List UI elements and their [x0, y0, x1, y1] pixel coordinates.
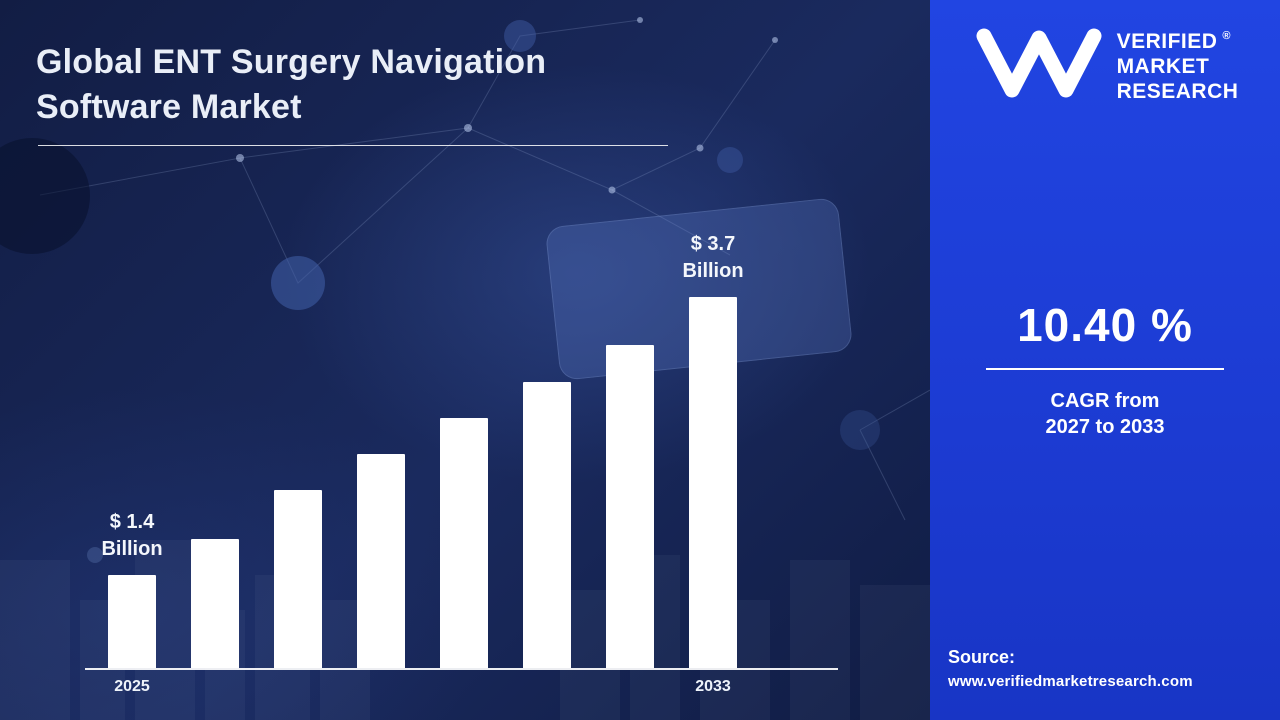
bar-chart: 2025 2033 $ 1.4 Billion $ 3.7 Billion	[85, 168, 838, 695]
chart-bar	[523, 382, 571, 668]
page-title: Global ENT Surgery Navigation Software M…	[36, 43, 547, 126]
chart-bar	[108, 575, 156, 668]
brand-line-2: MARKET	[1116, 54, 1210, 78]
source-label: Source:	[948, 647, 1016, 667]
cagr-stats: 10.40 % CAGR from 2027 to 2033	[930, 298, 1280, 440]
vmr-logo-icon	[976, 28, 1102, 98]
x-tick-label: 2033	[695, 678, 731, 695]
brand-name: VERIFIED ® MARKET RESEARCH	[1117, 26, 1239, 104]
chart-bar	[357, 454, 405, 668]
brand-panel: VERIFIED ® MARKET RESEARCH 10.40 % CAGR f…	[930, 0, 1280, 720]
bar-value-annotation: $ 3.7 Billion	[682, 233, 744, 282]
chart-bar	[689, 297, 737, 668]
cagr-caption-line1: CAGR from	[1050, 390, 1160, 412]
cagr-caption-line2: 2027 to 2033	[1045, 416, 1165, 438]
chart-bar	[440, 418, 488, 668]
source-url[interactable]: www.verifiedmarketresearch.com	[948, 673, 1193, 690]
brand-line-1: VERIFIED	[1116, 30, 1218, 53]
brand-logo: VERIFIED ® MARKET RESEARCH	[930, 26, 1280, 104]
title-underline	[38, 145, 668, 146]
chart-bar	[191, 539, 239, 668]
cagr-underline	[986, 368, 1224, 370]
bar-value-annotation: $ 1.4 Billion	[101, 511, 163, 560]
x-tick-label: 2025	[114, 678, 150, 695]
cagr-value: 10.40 %	[1017, 299, 1193, 351]
brand-line-3: RESEARCH	[1116, 79, 1239, 103]
chart-panel: Global ENT Surgery Navigation Software M…	[0, 0, 930, 720]
chart-bar	[274, 490, 322, 668]
chart-bar	[606, 345, 654, 668]
registered-mark: ®	[1222, 30, 1232, 42]
source-block: Source: www.verifiedmarketresearch.com	[948, 647, 1193, 690]
